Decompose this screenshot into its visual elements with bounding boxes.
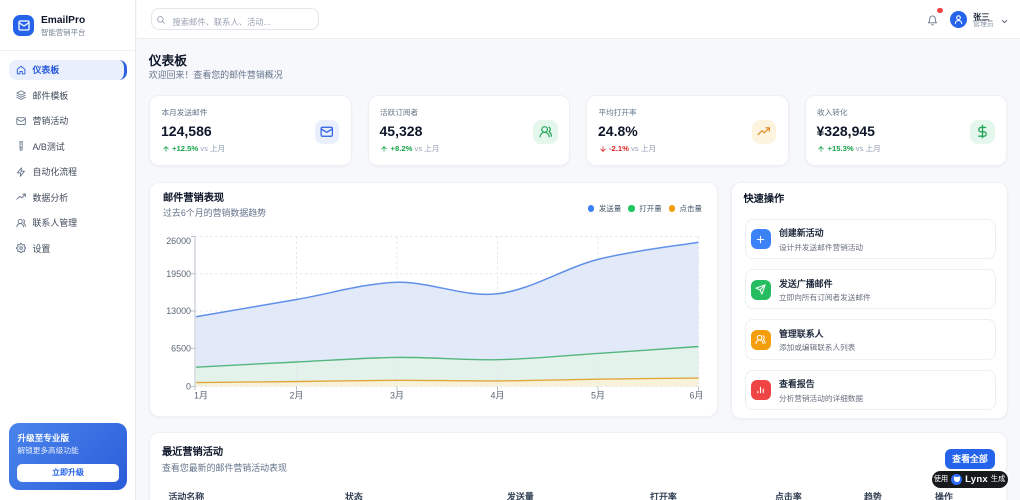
svg-text:4月: 4月 <box>491 390 505 400</box>
svg-text:3月: 3月 <box>390 390 404 400</box>
svg-text:2月: 2月 <box>290 390 304 400</box>
svg-text:5月: 5月 <box>591 390 605 400</box>
svg-text:26000: 26000 <box>166 236 191 246</box>
svg-text:1月: 1月 <box>194 390 208 400</box>
svg-text:6月: 6月 <box>690 390 704 400</box>
svg-text:0: 0 <box>186 381 191 391</box>
svg-text:6500: 6500 <box>171 343 191 353</box>
svg-text:19500: 19500 <box>166 269 191 279</box>
svg-text:13000: 13000 <box>166 306 191 316</box>
